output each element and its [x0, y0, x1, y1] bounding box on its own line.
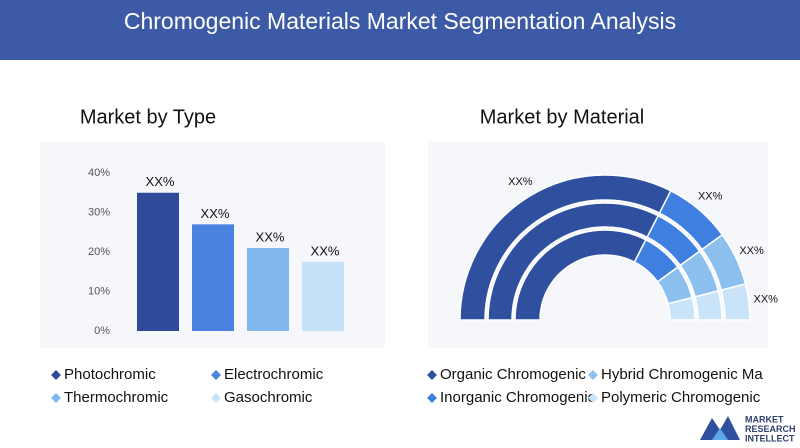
- y-tick-label: 10%: [88, 285, 110, 297]
- chart-title: Market by Type: [80, 106, 216, 128]
- logo-icon: [712, 428, 728, 440]
- logo-icon: [700, 416, 740, 440]
- legend-label: Photochromic: [64, 366, 156, 383]
- data-label: XX%: [256, 229, 285, 244]
- arc-segment: [694, 289, 723, 321]
- legend-marker: [51, 370, 61, 380]
- legend-marker: [211, 393, 221, 403]
- legend-label: Organic Chromogenic: [440, 366, 586, 383]
- header-title: Chromogenic Materials Market Segmentatio…: [124, 8, 676, 34]
- data-label: XX%: [146, 174, 175, 189]
- legend-label: Inorganic Chromogenic: [440, 389, 596, 406]
- data-label: XX%: [753, 294, 778, 306]
- legend-label: Gasochromic: [224, 389, 313, 406]
- y-tick-label: 40%: [88, 167, 110, 179]
- arc-segment: [667, 296, 696, 321]
- chart-title: Market by Material: [480, 106, 645, 128]
- logo-text: INTELLECT: [745, 433, 795, 443]
- legend-marker: [427, 370, 437, 380]
- legend-label: Hybrid Chromogenic Ma: [601, 366, 763, 383]
- legend-marker: [588, 370, 598, 380]
- arc-segment: [720, 283, 751, 321]
- legend-label: Polymeric Chromogenic: [601, 389, 761, 406]
- y-tick-label: 30%: [88, 206, 110, 218]
- y-tick-label: 20%: [88, 246, 110, 258]
- data-label: XX%: [311, 243, 340, 258]
- header-bar: [0, 0, 800, 60]
- legend-marker: [211, 370, 221, 380]
- logo-text: RESEARCH: [745, 424, 796, 434]
- data-label: XX%: [201, 206, 230, 221]
- bar: [302, 261, 344, 331]
- logo-text: MARKET: [745, 414, 784, 424]
- bar: [247, 248, 289, 331]
- y-tick-label: 0%: [94, 325, 110, 337]
- data-label: XX%: [698, 191, 723, 203]
- logo: [700, 416, 740, 440]
- bar: [137, 192, 179, 331]
- data-label: XX%: [739, 245, 764, 257]
- legend-label: Thermochromic: [64, 389, 169, 406]
- bar: [192, 224, 234, 331]
- legend-label: Electrochromic: [224, 366, 324, 383]
- legend-marker: [588, 393, 598, 403]
- legend-marker: [51, 393, 61, 403]
- legend-marker: [427, 393, 437, 403]
- data-label: XX%: [508, 176, 533, 188]
